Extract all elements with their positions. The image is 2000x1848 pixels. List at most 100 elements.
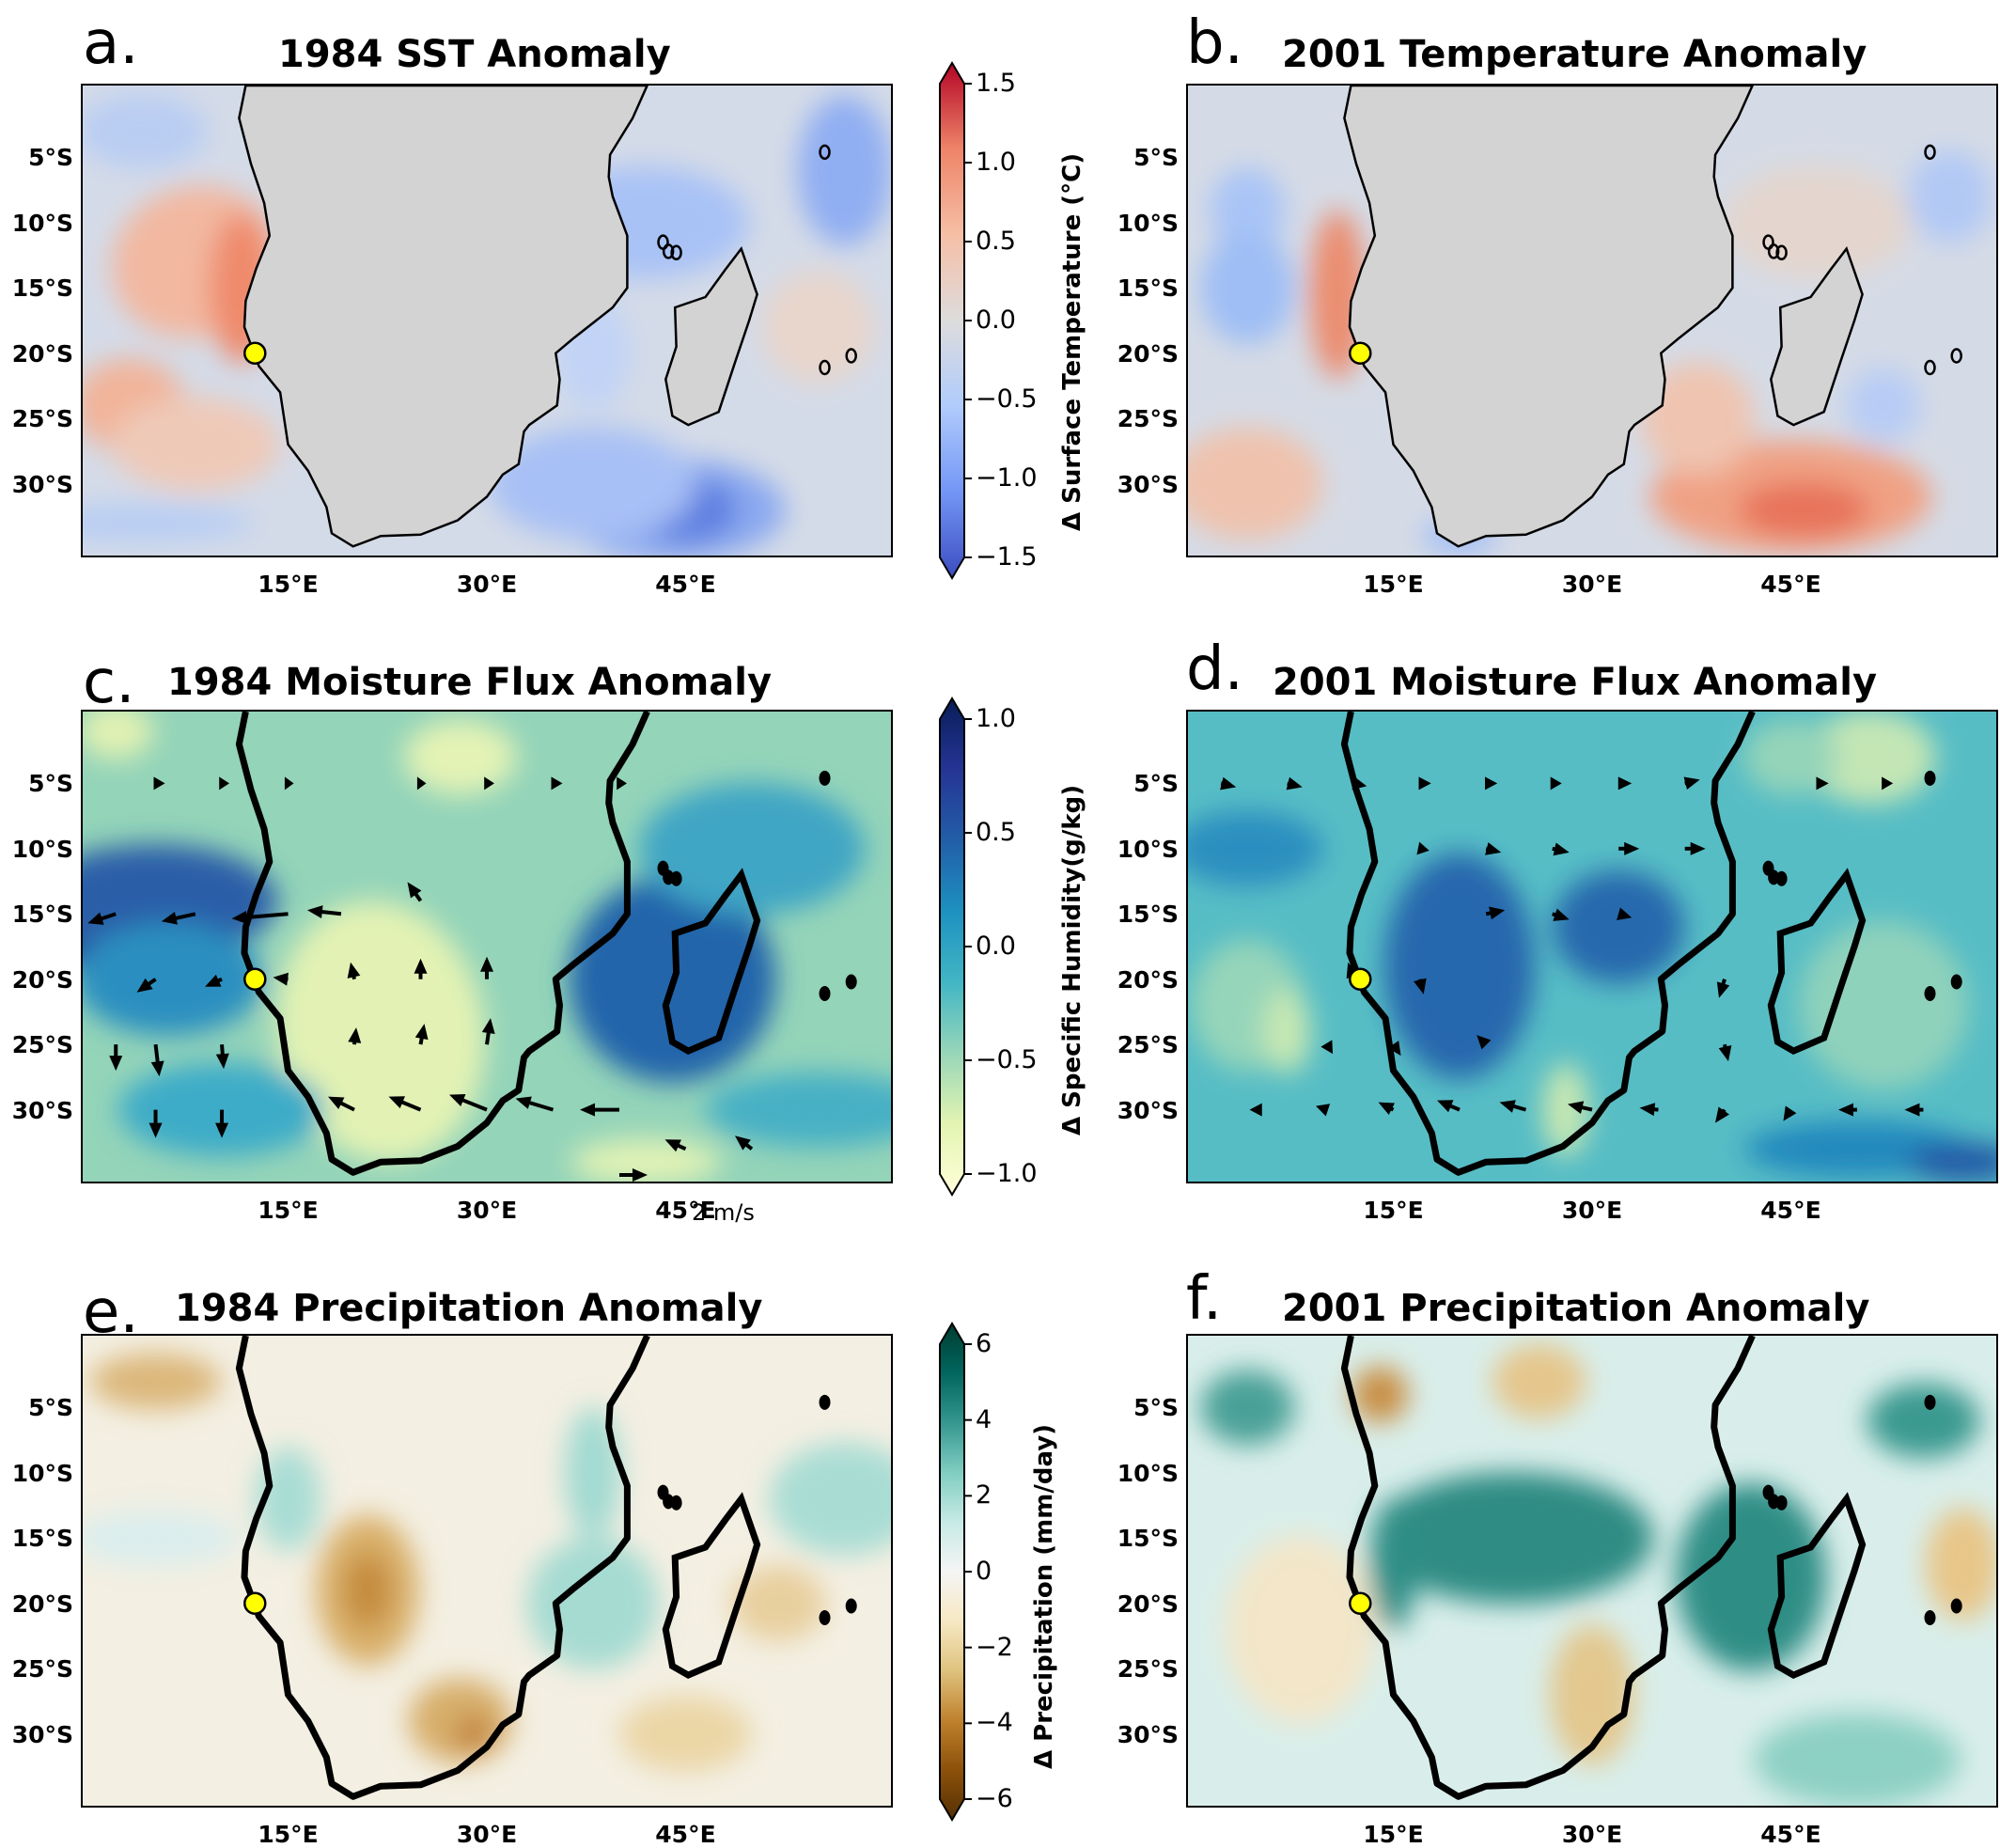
wind-vector-arrow — [1683, 776, 1700, 791]
lon-tick-label: 45°E — [1760, 1821, 1821, 1848]
lon-tick-label: 30°E — [1561, 571, 1623, 598]
anomaly-contour — [83, 922, 263, 1036]
colorbar-tick-label: −2 — [976, 1632, 1013, 1662]
wind-vector-arrow — [1316, 1104, 1331, 1117]
wind-vector-arrow — [388, 1096, 422, 1112]
anomaly-contour — [797, 95, 891, 246]
wind-vector-arrow — [407, 882, 423, 902]
anomaly-contour — [83, 93, 209, 169]
wind-vector-arrow — [306, 905, 342, 919]
map-moisture-1984 — [81, 710, 893, 1183]
wind-vector-arrow — [215, 1044, 229, 1070]
panel-title-e: 1984 Precipitation Anomaly — [175, 1287, 763, 1330]
anomaly-contour — [1263, 989, 1311, 1074]
anomaly-contour — [564, 1406, 621, 1539]
anomaly-contour — [1846, 368, 1922, 444]
wind-vector-arrow — [1485, 906, 1506, 920]
lon-tick-label: 45°E — [1760, 571, 1821, 598]
colorbar-humidity: 1.0 0.5 0.0 −0.5 −1.0 — [939, 697, 1038, 1197]
wind-vector-arrow — [347, 962, 361, 980]
lon-tick-label: 45°E — [1760, 1197, 1821, 1224]
wind-vector-arrow — [1485, 776, 1498, 791]
anomaly-field — [83, 1353, 891, 1772]
wind-vector-arrow — [136, 978, 157, 993]
africa-landmass — [238, 86, 648, 548]
wind-vector-arrow — [1550, 776, 1562, 791]
lat-tick-label: 20°S — [1117, 1590, 1179, 1618]
site-marker — [243, 341, 267, 365]
anomaly-field — [83, 93, 891, 556]
island-dot — [1950, 1598, 1962, 1614]
wind-vector-arrow — [1485, 842, 1502, 855]
island-dot — [1775, 1495, 1788, 1511]
panel-title-b: 2001 Temperature Anomaly — [1282, 33, 1867, 76]
lat-tick-label: 20°S — [11, 1590, 73, 1618]
anomaly-contour — [83, 1510, 241, 1567]
wind-vector-arrow — [1837, 1103, 1857, 1117]
lon-tick-label: 30°E — [456, 1821, 518, 1848]
anomaly-contour — [408, 1678, 512, 1763]
anomaly-contour — [1925, 1508, 1996, 1621]
anomaly-contour — [118, 1062, 326, 1157]
island-dot — [1775, 870, 1788, 886]
anomaly-contour — [403, 719, 517, 795]
lon-tick-label: 15°E — [258, 1821, 319, 1848]
island-dot — [819, 1394, 831, 1410]
wind-vector-arrow — [150, 1043, 164, 1077]
anomaly-contour — [1352, 1366, 1409, 1423]
colorbar-label-precipitation: Δ Precipitation (mm/day) — [1030, 1423, 1058, 1769]
wind-vector-arrow — [481, 1018, 495, 1045]
lon-tick-label: 15°E — [1363, 1197, 1424, 1224]
wind-vector-arrow — [1286, 776, 1303, 791]
anomaly-contour — [1641, 362, 1755, 476]
anomaly-contour — [1369, 1498, 1417, 1631]
anomaly-contour — [1309, 210, 1367, 380]
island-dot — [1950, 974, 1962, 990]
anomaly-contour — [526, 1537, 659, 1669]
lat-tick-label: 15°S — [11, 274, 73, 303]
colorbar-tick-label: −1.0 — [976, 1159, 1038, 1188]
africa-coastline — [1340, 712, 1756, 1176]
island-outline — [845, 348, 857, 364]
lat-tick-label: 10°S — [1117, 1459, 1179, 1487]
panel-title-c: 1984 Moisture Flux Anomaly — [167, 661, 773, 704]
wind-vector-arrow — [1718, 1043, 1732, 1062]
lat-tick-label: 5°S — [1133, 144, 1179, 172]
lon-tick-label: 15°E — [1363, 571, 1424, 598]
colorbar-tick-label: 0.5 — [976, 818, 1016, 847]
lat-tick-label: 15°S — [1117, 1525, 1179, 1553]
lat-tick-label: 5°S — [28, 770, 73, 798]
anomaly-contour — [83, 504, 256, 542]
anomaly-contour — [83, 712, 154, 760]
colorbar-tick-label: 0 — [976, 1557, 992, 1586]
map-temperature-2001 — [1186, 84, 1998, 557]
wind-vector-arrow — [1418, 776, 1431, 791]
lon-tick-label: 45°E — [655, 1197, 716, 1224]
anomaly-contour — [1384, 853, 1536, 1079]
wind-vector-arrow — [153, 776, 165, 791]
lat-tick-label: 10°S — [11, 1459, 73, 1487]
lat-tick-label: 25°S — [1117, 1031, 1179, 1059]
wind-vector-arrow — [273, 972, 289, 986]
colorbar-tick-label: 0.0 — [976, 305, 1016, 335]
wind-vector-arrow — [231, 910, 289, 924]
wind-vector-arrow — [551, 776, 563, 791]
wind-vector-arrow — [515, 1096, 555, 1112]
island-dot — [1924, 770, 1936, 786]
colorbar-precipitation: 6 4 2 0 −2 −4 −6 — [939, 1322, 1013, 1822]
panel-letter-a: a. — [83, 8, 139, 78]
wind-vector-arrow — [1552, 908, 1570, 921]
wind-vector-arrow — [484, 776, 494, 791]
colorbar-temperature: 1.5 1.0 0.5 0.0 −0.5 −1.0 −1.5 — [939, 61, 1038, 580]
anomaly-contour — [731, 1565, 826, 1641]
lat-tick-label: 5°S — [28, 1394, 73, 1422]
anomaly-contour — [1371, 1472, 1654, 1605]
africa-coastline — [235, 1336, 650, 1800]
wind-vector-arrow — [734, 1135, 754, 1151]
island-dot — [670, 870, 682, 886]
wind-vector-arrow — [579, 1103, 619, 1117]
anomaly-contour — [1754, 1713, 1961, 1806]
wind-vector-arrow — [205, 974, 223, 987]
wind-vector-arrow — [219, 776, 230, 791]
wind-vector-arrow — [1499, 1100, 1527, 1113]
